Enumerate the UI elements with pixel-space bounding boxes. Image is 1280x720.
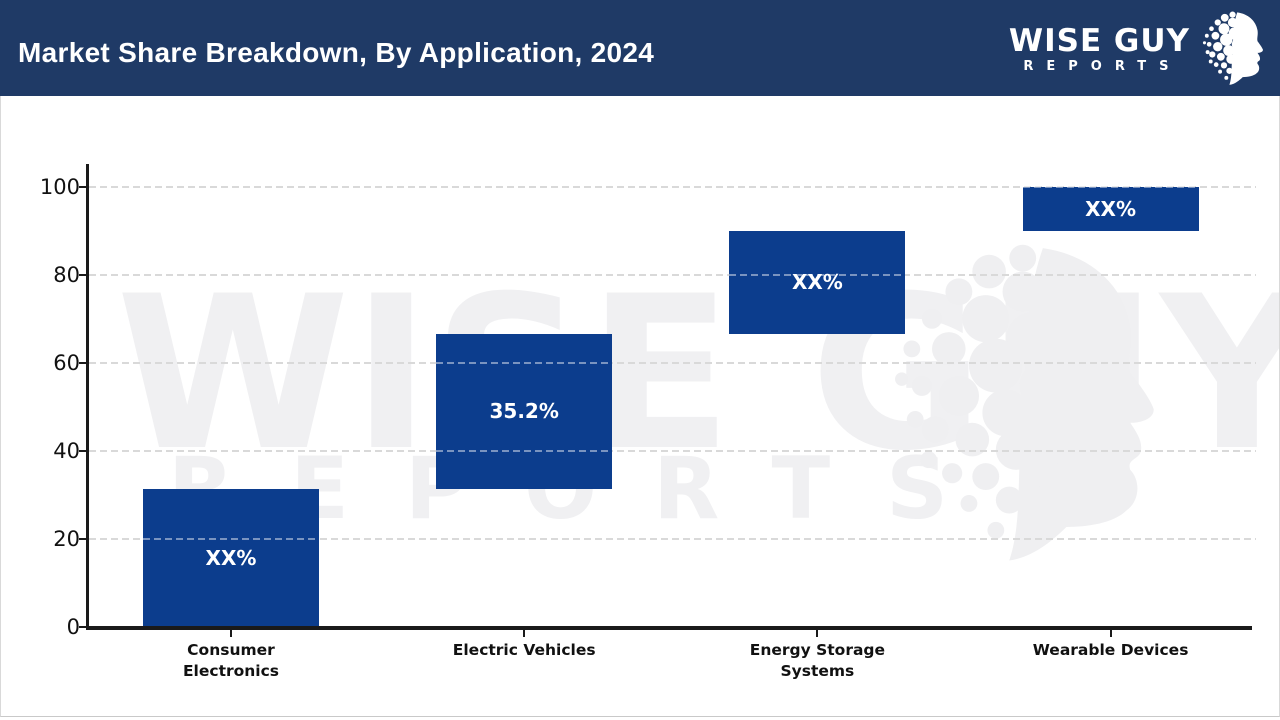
brand-subname: REPORTS [1023,59,1182,75]
bar-value-label: XX% [205,545,257,570]
x-tick-mark [816,630,819,637]
bar: XX% [143,488,319,627]
x-tick-label: Consumer Electronics [182,641,280,680]
bar: 35.2% [436,333,613,489]
bar: XX% [729,231,906,334]
bar-value-label: XX% [1085,197,1137,221]
header-bar: Market Share Breakdown, By Application, … [0,0,1280,96]
grid-dash-overlay [436,450,613,452]
y-tick-label: 100 [39,175,80,199]
x-axis-spine [86,626,1252,630]
x-tick-label: Wearable Devices [1032,641,1189,659]
gridline [89,362,1256,364]
grid-dash-overlay [436,362,613,364]
y-tick-label: 40 [53,439,80,463]
bar-value-label: XX% [791,270,843,295]
y-tick-mark [79,274,87,276]
x-tick-mark [1109,630,1112,637]
grid-dash-overlay [729,274,906,276]
page-title: Market Share Breakdown, By Application, … [18,37,655,68]
y-tick-label: 0 [66,615,80,639]
x-tick-mark [230,630,232,637]
gridline [89,450,1256,452]
y-tick-label: 20 [53,527,80,551]
gridline [89,538,1256,540]
y-axis-spine [86,164,89,629]
grid-dash-overlay [143,538,319,540]
y-tick-label: 60 [53,351,80,375]
x-tick-label: Energy Storage Systems [749,641,886,680]
y-tick-mark [79,186,87,188]
y-tick-label: 80 [53,263,80,287]
brand-logo: WISE GUY REPORTS [1009,8,1270,90]
gridline [89,186,1256,188]
x-tick-label: Electric Vehicles [452,641,596,659]
y-tick-mark [79,626,87,628]
y-tick-mark [79,362,87,364]
y-tick-mark [79,538,87,540]
gridline [89,274,1256,276]
grid-dash-overlay [1022,186,1199,188]
y-tick-mark [79,450,87,452]
brand-name: WISE GUY [1008,22,1190,59]
bar: XX% [1022,187,1199,231]
bar-value-label: 35.2% [489,399,559,424]
x-tick-mark [523,630,526,637]
wise-guy-head-icon [1202,11,1263,85]
brand-wordmark: WISE GUY REPORTS [1008,22,1190,75]
